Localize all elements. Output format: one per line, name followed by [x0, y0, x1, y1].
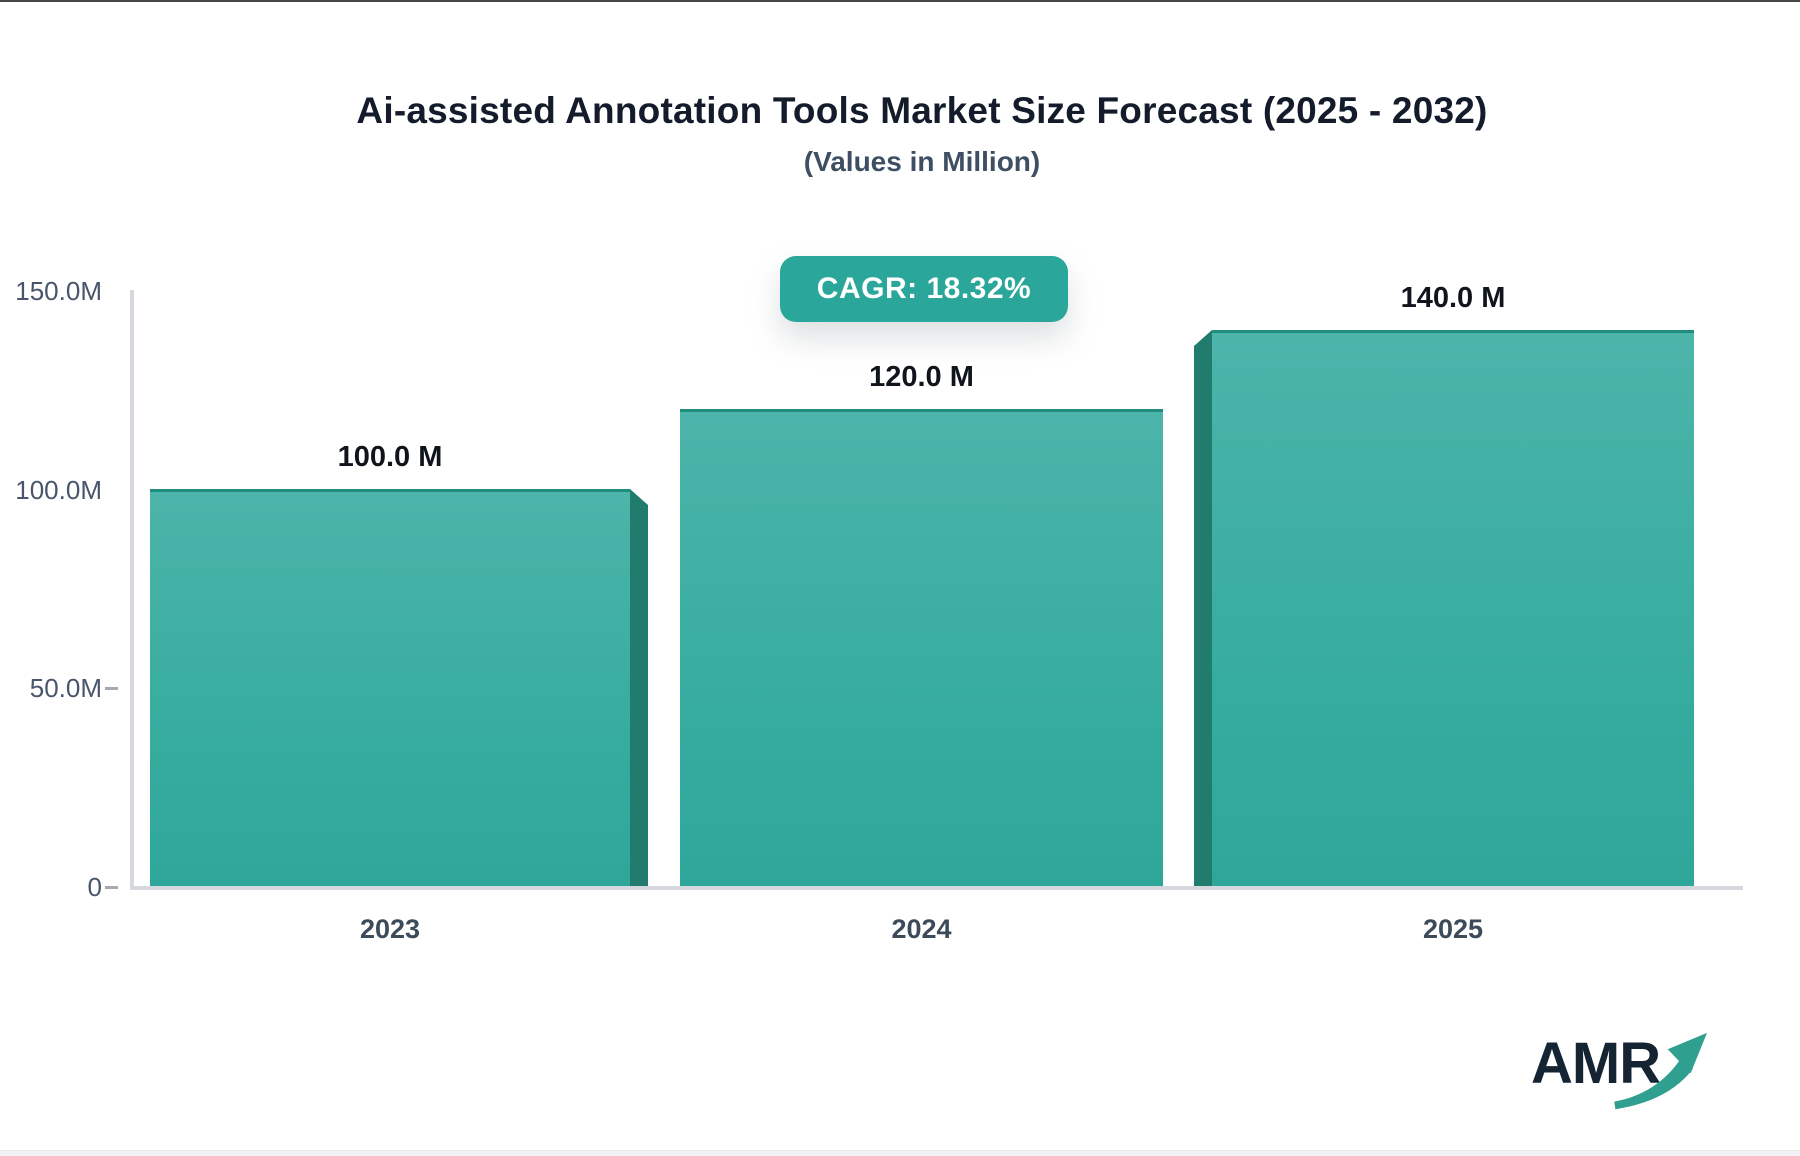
x-axis-category-label: 2023 [359, 914, 421, 944]
bar-value-label: 120.0 M [869, 361, 974, 393]
y-axis-tick-mark [105, 886, 118, 889]
chart-header: Ai-assisted Annotation Tools Market Size… [0, 90, 1800, 178]
growth-arrow-icon [1614, 1032, 1707, 1110]
bar-3d-side [630, 489, 648, 886]
bar-value-label: 100.0 M [337, 441, 443, 473]
y-axis-tick-label: 50.0M [29, 673, 102, 703]
y-axis-tick-label: 0 [87, 872, 102, 902]
amr-logo: AMR [1525, 1020, 1775, 1130]
bar-3d-side [1194, 330, 1212, 886]
amr-logo-text: AMR [1531, 1031, 1661, 1096]
bar-value-label: 140.0 M [1400, 282, 1506, 314]
bar-2025 [1212, 330, 1694, 886]
cagr-badge: CAGR: 18.32% [780, 256, 1068, 322]
x-axis-category-label: 2024 [891, 914, 952, 944]
y-axis-tick-label: 100.0M [15, 475, 102, 505]
window-bottom-edge [0, 1150, 1800, 1156]
bar-2023 [150, 489, 630, 886]
bar-2024 [680, 409, 1163, 886]
chart-subtitle: (Values in Million) [803, 146, 1041, 177]
y-axis-line [130, 290, 134, 890]
window-top-edge [0, 0, 1800, 2]
y-axis-tick-label: 150.0M [15, 276, 102, 306]
x-axis-line [130, 886, 1743, 890]
cagr-badge-label: CAGR: 18.32% [816, 272, 1032, 305]
x-axis-category-label: 2025 [1422, 914, 1484, 944]
y-axis-tick-mark [105, 687, 118, 690]
chart-title: Ai-assisted Annotation Tools Market Size… [356, 90, 1488, 131]
